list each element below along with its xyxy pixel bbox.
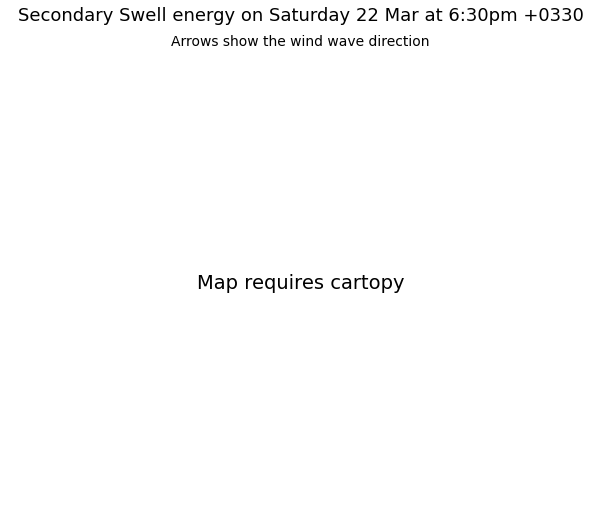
Text: Secondary Swell energy on Saturday 22 Mar at 6:30pm +0330: Secondary Swell energy on Saturday 22 Ma… bbox=[17, 7, 584, 24]
Text: Arrows show the wind wave direction: Arrows show the wind wave direction bbox=[171, 35, 430, 49]
Text: Map requires cartopy: Map requires cartopy bbox=[197, 273, 404, 292]
